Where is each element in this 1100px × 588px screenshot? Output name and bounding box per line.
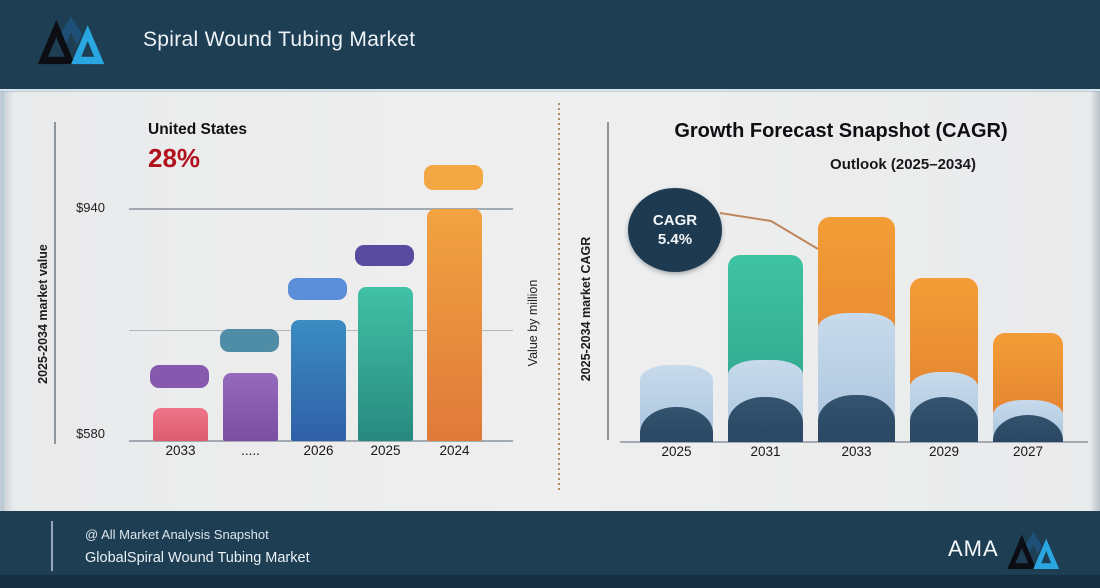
left-x-axis [129, 440, 513, 442]
bar-2025 [358, 286, 413, 441]
bar-cap-2026 [288, 277, 347, 300]
dashed-divider [558, 103, 560, 493]
footer: @ All Market Analysis Snapshot GlobalSpi… [0, 511, 1100, 588]
right-y-axis [607, 122, 609, 440]
header: Spiral Wound Tubing Market [0, 0, 1100, 89]
cagr-badge-value: 5.4% [657, 231, 693, 248]
bar-2033 [153, 408, 208, 441]
x-tick-label: 2033 [841, 444, 872, 459]
x-tick-label: 2026 [303, 443, 334, 458]
segment-base-2025 [640, 407, 713, 442]
cagr-badge-label: CAGR [652, 212, 698, 229]
x-tick-label: 2025 [661, 444, 692, 459]
bar-2026 [291, 319, 346, 441]
x-tick-label: 2027 [1012, 444, 1044, 459]
bar-2024 [427, 209, 482, 441]
bar-cap-2033 [150, 364, 209, 389]
page-title: Spiral Wound Tubing Market [143, 28, 416, 51]
right-chart-title: Growth Forecast Snapshot (CAGR) [674, 120, 1008, 142]
ytick-580: $580 [76, 426, 105, 441]
footer-divider-line [51, 521, 53, 571]
footer-brand-text: AMA [948, 536, 999, 561]
footer-bottom-strip [0, 575, 1100, 588]
x-tick-label: 2031 [750, 444, 781, 459]
ytick-940: $940 [76, 200, 105, 215]
right-chart-subtitle: Outlook (2025–2034) [830, 156, 976, 173]
gridline-940 [129, 208, 513, 210]
ama-logo-icon [37, 16, 105, 65]
segment-base-2031 [728, 397, 803, 442]
left-chart-highlight: 28% [148, 143, 201, 173]
bar-cap-..... [220, 328, 279, 353]
segment-base-2033 [818, 395, 895, 442]
x-tick-label: 2033 [165, 443, 196, 458]
bar-cap-2024 [424, 165, 483, 190]
right-x-axis [620, 441, 1088, 443]
x-tick-label: 2025 [370, 443, 401, 458]
x-tick-label: 2024 [439, 443, 470, 458]
footer-line1: @ All Market Analysis Snapshot [85, 527, 269, 542]
left-y-axis [54, 122, 56, 444]
segment-base-2029 [910, 397, 978, 442]
footer-line2: GlobalSpiral Wound Tubing Market [85, 550, 310, 566]
x-tick-label: 2029 [928, 444, 960, 459]
left-edge-accent [2, 92, 4, 510]
left-chart-title: United States [148, 121, 248, 138]
x-tick-label: ..... [241, 443, 260, 458]
bar-cap-2025 [355, 245, 414, 266]
bar-..... [223, 372, 278, 441]
ama-logo-icon [1007, 531, 1060, 569]
cagr-badge: CAGR 5.4% [628, 188, 722, 272]
